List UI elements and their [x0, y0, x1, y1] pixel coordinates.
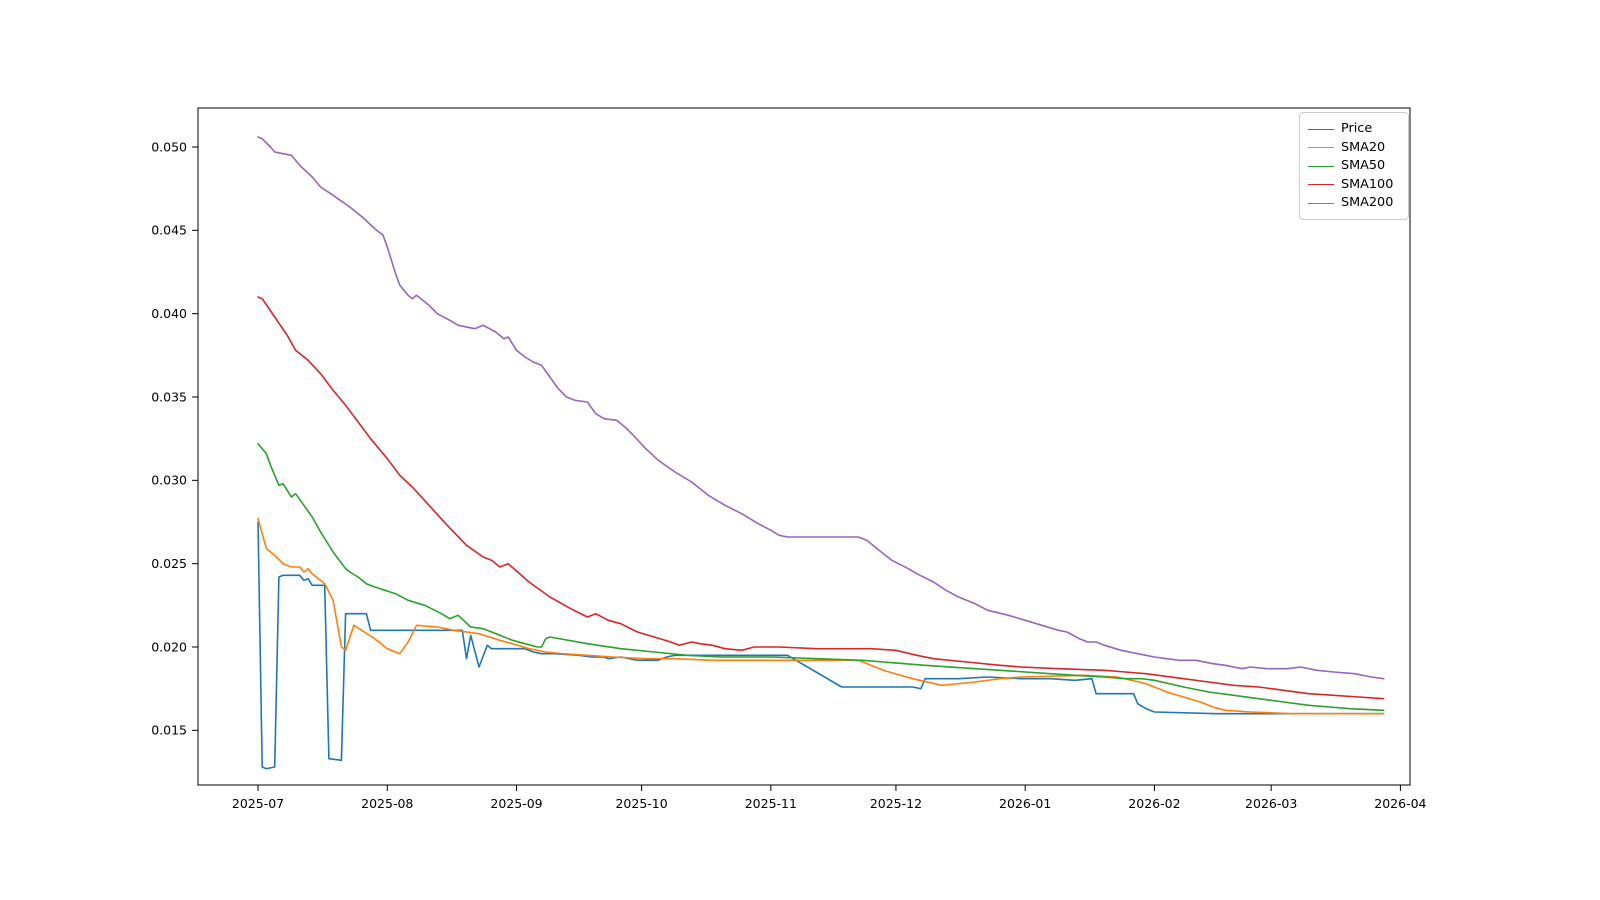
legend-label: Price — [1341, 121, 1373, 136]
sma200-line — [257, 136, 1385, 680]
legend-label: SMA20 — [1341, 139, 1386, 155]
legend-entry-sma20[interactable]: SMA20 — [1308, 139, 1400, 157]
x-tick-label: 2026-02 — [1128, 796, 1180, 811]
legend-label: SMA200 — [1341, 195, 1394, 210]
y-tick-label: 0.020 — [151, 639, 187, 654]
x-tick-label: 2025-10 — [615, 796, 667, 811]
x-tick-label: 2026-03 — [1245, 796, 1297, 811]
legend[interactable]: Price SMA20 SMA50 SMA100 SMA200 — [1299, 112, 1409, 220]
x-tick-label: 2025-07 — [232, 796, 284, 811]
legend-line-sample-sma20 — [1308, 147, 1334, 148]
legend-entry-sma50[interactable]: SMA50 — [1308, 157, 1400, 175]
y-tick-label: 0.030 — [151, 473, 187, 488]
x-tick-label: 2025-09 — [490, 796, 542, 811]
x-tick-label: 2025-11 — [745, 796, 797, 811]
x-tick-label: 2025-08 — [361, 796, 413, 811]
plot-border — [197, 107, 1411, 786]
y-tick-label: 0.050 — [151, 139, 187, 154]
x-tick-label: 2026-04 — [1374, 796, 1426, 811]
y-tick-label: 0.040 — [151, 306, 187, 321]
legend-line-sample-sma100 — [1308, 184, 1334, 185]
price-line — [257, 521, 1385, 770]
sma50-line — [257, 442, 1385, 712]
legend-label: SMA100 — [1341, 176, 1394, 192]
legend-entry-sma200[interactable]: SMA200 — [1308, 194, 1400, 212]
legend-line-sample-sma200 — [1308, 202, 1334, 204]
y-tick-label: 0.045 — [151, 223, 187, 238]
x-tick-label: 2026-01 — [999, 796, 1051, 811]
y-tick-label: 0.025 — [151, 556, 187, 571]
legend-line-sample-sma50 — [1308, 165, 1334, 167]
sma100-line — [257, 296, 1385, 700]
y-tick-label: 0.015 — [151, 723, 187, 738]
x-tick-label: 2025-12 — [870, 796, 922, 811]
sma20-line — [257, 517, 1385, 715]
y-tick-label: 0.035 — [151, 389, 187, 404]
legend-line-sample-price — [1308, 128, 1334, 130]
legend-label: SMA50 — [1341, 158, 1386, 173]
legend-entry-price[interactable]: Price — [1308, 120, 1400, 138]
legend-entry-sma100[interactable]: SMA100 — [1308, 176, 1400, 194]
